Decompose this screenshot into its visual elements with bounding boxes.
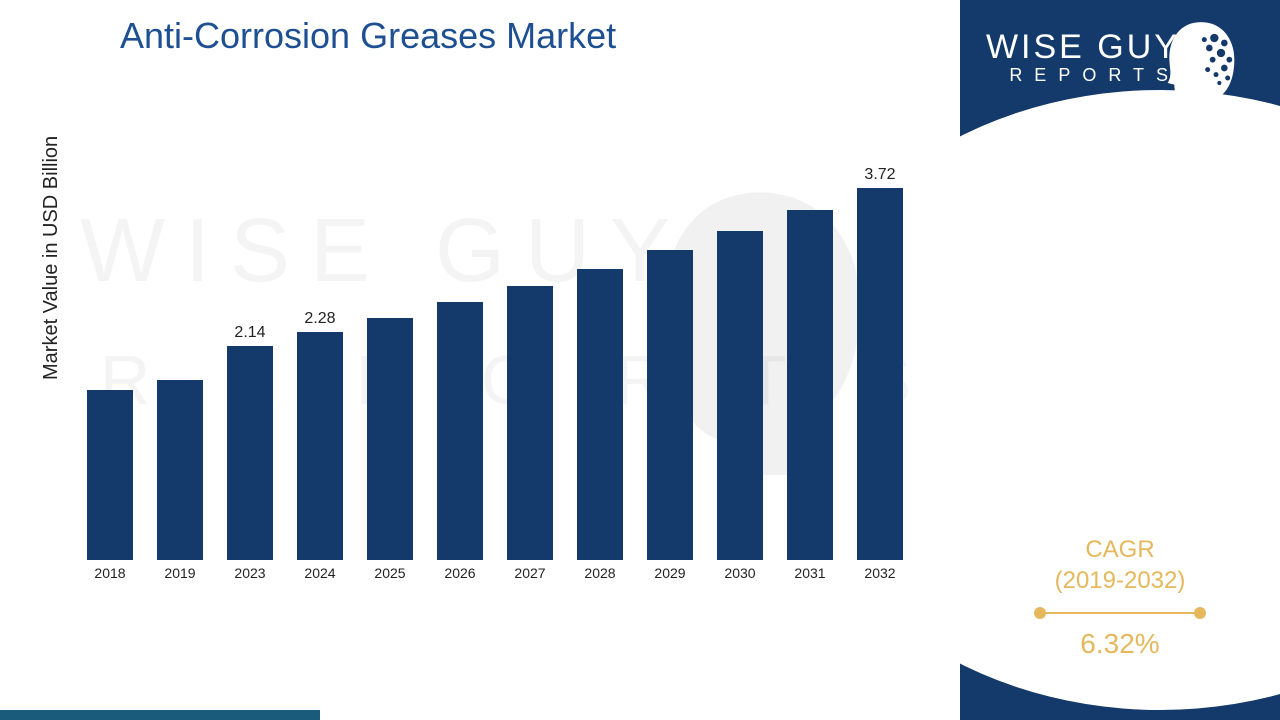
bar [507,286,553,560]
bar-wrap: 2.14 [220,324,280,560]
page-root: Anti-Corrosion Greases Market WISE GUY R… [0,0,1280,720]
bar [577,269,623,560]
x-tick-label: 2024 [290,565,350,581]
bar-wrap: 3.72 [850,166,910,560]
main-chart-area: Anti-Corrosion Greases Market WISE GUY R… [0,0,960,720]
bar-wrap [710,209,770,560]
bar [157,380,203,560]
bars-container: 2.14 2.28 3.72 [80,160,910,560]
bar [297,332,343,560]
x-tick-label: 2026 [430,565,490,581]
bar-value-label: 3.72 [864,166,895,184]
x-tick-label: 2030 [710,565,770,581]
bar [227,346,273,560]
bar-wrap [430,280,490,560]
bar-value-label: 2.28 [304,310,335,328]
cagr-value: 6.32% [1020,628,1220,660]
brand-logo: WISE GUY REPORTS [986,30,1240,84]
bar-wrap [500,264,560,560]
cagr-divider-line [1040,612,1200,614]
logo-text-bottom: REPORTS [986,66,1180,84]
y-axis-label: Market Value in USD Billion [40,136,63,380]
x-tick-label: 2027 [500,565,560,581]
bar [87,390,133,560]
logo-text-top: WISE GUY [986,30,1180,64]
x-tick-label: 2028 [570,565,630,581]
bar [367,318,413,560]
bar-wrap [80,368,140,560]
x-tick-label: 2029 [640,565,700,581]
bar [717,231,763,560]
x-tick-label: 2018 [80,565,140,581]
bar [787,210,833,560]
x-tick-label: 2031 [780,565,840,581]
bar [647,250,693,560]
bar-wrap [150,358,210,560]
x-tick-label: 2023 [220,565,280,581]
bar [857,188,903,560]
bottom-accent-bar [0,710,320,720]
bar [437,302,483,560]
cagr-block: CAGR (2019-2032) 6.32% [1020,534,1220,660]
chart-plot-area: 2.14 2.28 3.72 [80,160,910,560]
bar-wrap [780,188,840,560]
bar-value-label: 2.14 [234,324,265,342]
cagr-label-1: CAGR [1020,534,1220,565]
bar-wrap [640,228,700,560]
cagr-label-2: (2019-2032) [1020,565,1220,596]
x-tick-label: 2025 [360,565,420,581]
bar-wrap [570,247,630,560]
bar-wrap: 2.28 [290,310,350,560]
x-axis-labels: 2018 2019 2023 2024 2025 2026 2027 2028 2029 2030… [80,565,910,581]
x-tick-label: 2019 [150,565,210,581]
x-tick-label: 2032 [850,565,910,581]
chart-title: Anti-Corrosion Greases Market [120,15,616,57]
bar-wrap [360,296,420,560]
